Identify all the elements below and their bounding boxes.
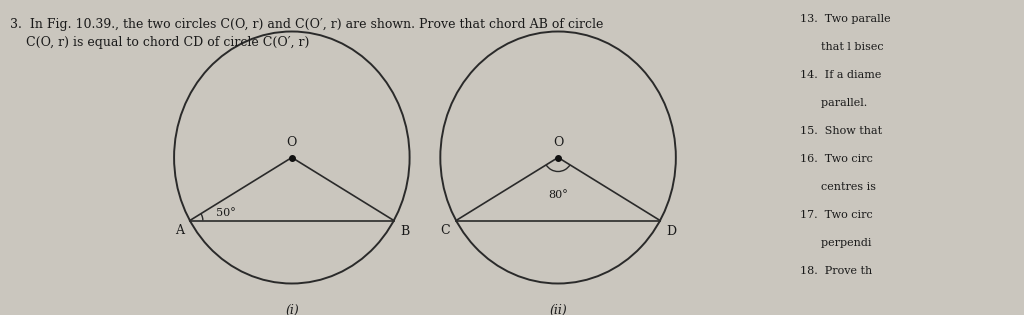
Text: C(O, r) is equal to chord CD of circle C(O′, r): C(O, r) is equal to chord CD of circle C…: [10, 36, 309, 49]
Text: (i): (i): [285, 303, 299, 315]
Text: parallel.: parallel.: [800, 98, 867, 108]
Text: 16.  Two circ: 16. Two circ: [800, 154, 872, 164]
Text: O: O: [553, 136, 563, 150]
Text: O: O: [287, 136, 297, 150]
Text: that l bisec: that l bisec: [800, 42, 884, 52]
Text: 18.  Prove th: 18. Prove th: [800, 266, 872, 276]
Text: (ii): (ii): [549, 303, 567, 315]
Text: D: D: [666, 225, 676, 238]
Text: 50°: 50°: [216, 208, 236, 218]
Text: 17.  Two circ: 17. Two circ: [800, 210, 872, 220]
Text: A: A: [175, 225, 184, 238]
Text: 14.  If a diame: 14. If a diame: [800, 70, 882, 80]
Text: 3.  In Fig. 10.39., the two circles C(O, r) and C(O′, r) are shown. Prove that c: 3. In Fig. 10.39., the two circles C(O, …: [10, 18, 603, 31]
Text: 80°: 80°: [548, 190, 568, 199]
Text: C: C: [440, 225, 451, 238]
Text: perpendi: perpendi: [800, 238, 871, 248]
Text: 13.  Two paralle: 13. Two paralle: [800, 14, 891, 24]
Text: centres is: centres is: [800, 182, 876, 192]
Text: B: B: [399, 225, 409, 238]
Text: 15.  Show that: 15. Show that: [800, 126, 882, 136]
